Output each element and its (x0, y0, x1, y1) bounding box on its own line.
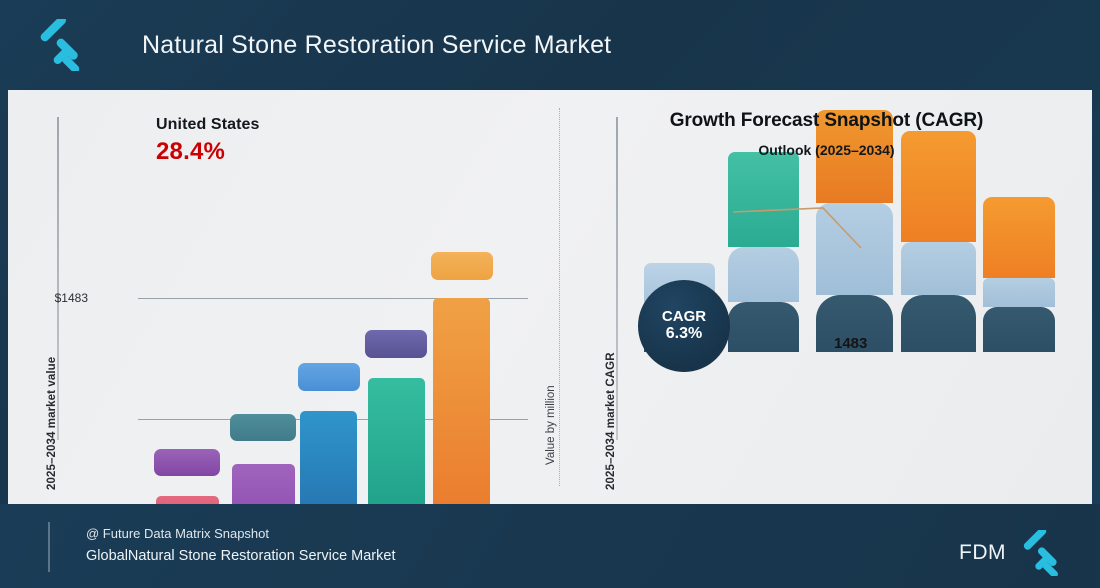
footer-market-name: GlobalNatural Stone Restoration Service … (86, 548, 396, 564)
right-axis-title: 2025–2034 market CAGR (605, 352, 617, 490)
segment-base (816, 295, 893, 352)
bar-value-label: 1483 (834, 335, 868, 352)
right-chart-title: Growth Forecast Snapshot (CAGR) (669, 110, 984, 131)
country-name: United States (156, 116, 260, 133)
page-footer: @ Future Data Matrix Snapshot GlobalNatu… (0, 504, 1100, 588)
brand-name: FDM (959, 541, 1006, 564)
bar-cap-2026 (298, 363, 360, 391)
footer-brand: FDM (959, 530, 1076, 576)
stacked-bar-2031[interactable] (728, 152, 799, 352)
stacked-bar-2029[interactable] (901, 131, 976, 352)
bar-cap-2024 (431, 252, 493, 280)
bar-2024[interactable] (433, 298, 490, 526)
segment-mid (728, 247, 799, 302)
gridline-top (138, 298, 528, 299)
left-bar-group (8, 90, 561, 526)
charts-panel: 2025–2034 market value Value by million … (8, 90, 1092, 546)
right-chart-subtitle: Outlook (2025–2034) (758, 142, 895, 158)
page-title: Natural Stone Restoration Service Market (142, 30, 612, 59)
bar-cap-dots (230, 414, 296, 441)
segment-top (728, 152, 799, 247)
segment-base (901, 295, 976, 352)
page-header: Natural Stone Restoration Service Market (0, 0, 1100, 90)
footer-source: @ Future Data Matrix Snapshot (86, 526, 269, 541)
cagr-value: 6.3% (665, 325, 703, 343)
segment-base (983, 307, 1055, 352)
fdm-chevron-logo-icon (1023, 530, 1058, 576)
bar-cap-2033 (154, 449, 220, 476)
bar-cap-2025 (365, 330, 427, 358)
left-chart-headline: United States 28.4% (156, 116, 260, 166)
segment-mid (983, 278, 1055, 307)
segment-top (901, 131, 976, 242)
segment-base (728, 302, 799, 352)
chart-divider (559, 108, 560, 486)
stacked-bar-2027[interactable] (983, 197, 1055, 352)
segment-top (983, 197, 1055, 278)
cagr-label: CAGR (661, 308, 707, 326)
footer-divider (48, 522, 50, 572)
y-tick-top: $1483 (54, 291, 88, 305)
stacked-bar-2033[interactable] (816, 110, 893, 352)
segment-mid (816, 203, 893, 295)
left-axis-spine (57, 117, 59, 440)
bar-2025[interactable] (368, 378, 425, 526)
right-axis-spine (616, 117, 618, 440)
cagr-callout-bubble: CAGR 6.3% (638, 280, 730, 372)
fdm-chevron-logo-icon (40, 19, 80, 71)
footer-text-block: @ Future Data Matrix Snapshot GlobalNatu… (86, 526, 395, 564)
segment-top (816, 110, 893, 203)
left-chart: 2025–2034 market value Value by million … (8, 90, 561, 546)
segment-mid (901, 242, 976, 295)
country-cagr-value: 28.4% (156, 138, 226, 165)
